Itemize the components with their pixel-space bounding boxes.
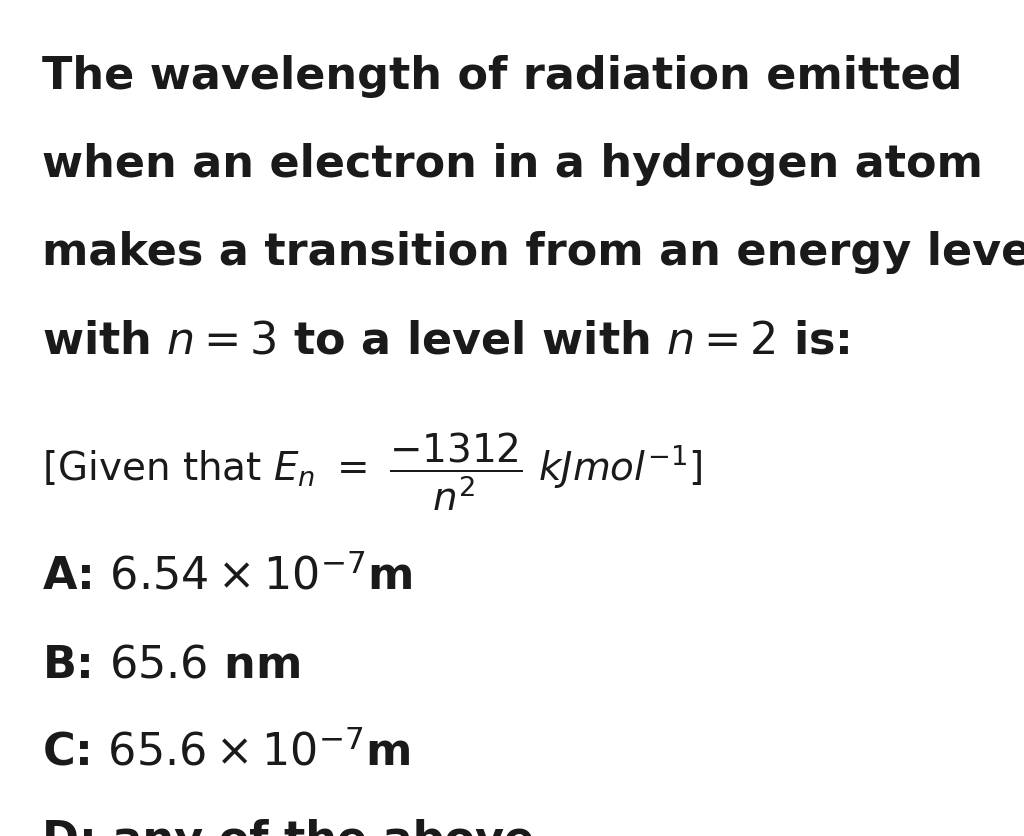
Text: [Given that $E_n\ =\ \dfrac{-1312}{n^2}\ kJmol^{-1}$]: [Given that $E_n\ =\ \dfrac{-1312}{n^2}\… <box>42 430 702 512</box>
Text: when an electron in a hydrogen atom: when an electron in a hydrogen atom <box>42 143 983 186</box>
Text: makes a transition from an energy level: makes a transition from an energy level <box>42 231 1024 274</box>
Text: with $n = 3$ to a level with $n = 2$ is:: with $n = 3$ to a level with $n = 2$ is: <box>42 319 850 362</box>
Text: A: $6.54 \times 10^{-7}$m: A: $6.54 \times 10^{-7}$m <box>42 555 413 599</box>
Text: The wavelength of radiation emitted: The wavelength of radiation emitted <box>42 55 963 98</box>
Text: D: any of the above: D: any of the above <box>42 819 535 836</box>
Text: C: $65.6 \times 10^{-7}$m: C: $65.6 \times 10^{-7}$m <box>42 731 411 775</box>
Text: B: $65.6$ nm: B: $65.6$ nm <box>42 643 300 686</box>
